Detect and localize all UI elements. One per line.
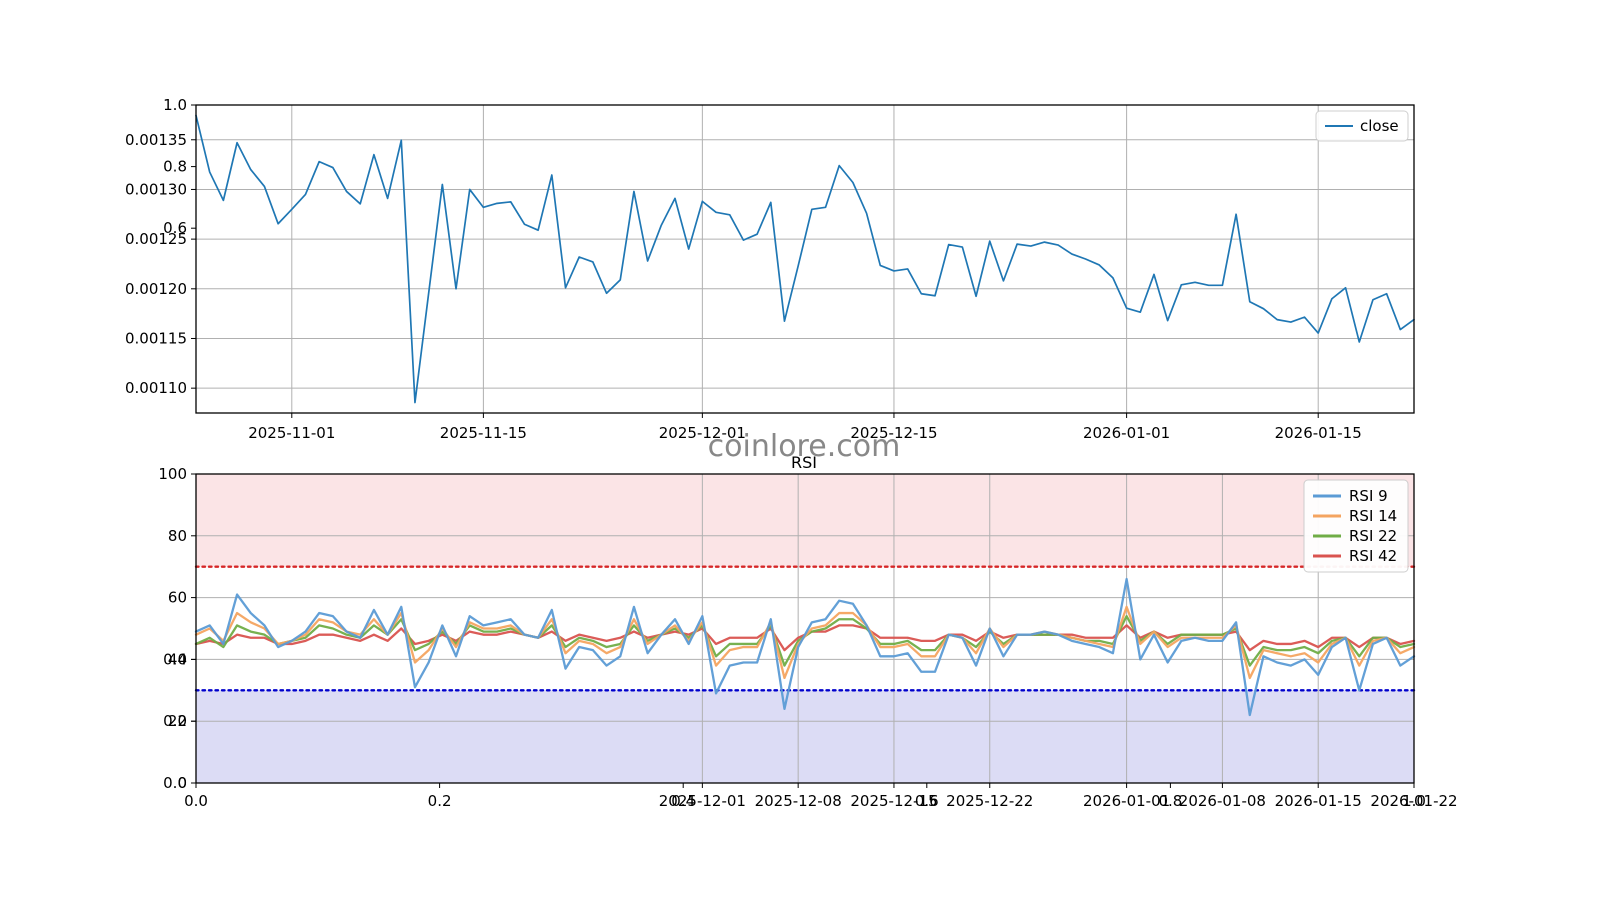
rsi-legend-label: RSI 9 (1349, 487, 1388, 505)
rsi-legend-box (1303, 479, 1409, 573)
rsi-ytick-label: 100 (158, 465, 187, 483)
rsi-panel-title: RSI (791, 453, 817, 472)
price-xtick-label: 2025-11-15 (440, 424, 527, 442)
price-series-close (195, 114, 1415, 404)
price-ytick-label-secondary: 0.6 (163, 219, 187, 237)
price-xtick-label: 2026-01-15 (1275, 424, 1362, 442)
rsi-xtick-label-secondary: 0.4 (671, 792, 695, 810)
price-ytick-label: 0.00130 (125, 180, 187, 198)
rsi-ytick-label: 20 (168, 712, 187, 730)
price-ytick-label-secondary: 0.8 (163, 158, 187, 176)
rsi-ytick-label: 80 (168, 527, 187, 545)
price-plot-bg (196, 105, 1414, 413)
price-xtick-label: 2026-01-01 (1083, 424, 1170, 442)
price-legend[interactable]: close (1315, 110, 1409, 142)
rsi-xtick-label: 2025-12-01 (659, 792, 746, 810)
rsi-overbought-band (196, 474, 1414, 567)
rsi-xtick-label: 2025-12-15 (850, 792, 937, 810)
rsi-xtick-label: 2025-12-22 (946, 792, 1033, 810)
price-ytick-label: 0.00135 (125, 131, 187, 149)
price-axes-frame (195, 104, 1415, 414)
watermark-text: coinlore.com (708, 429, 901, 464)
price-ytick-label: 0.00110 (125, 379, 187, 397)
rsi-ytick-label: 0 (177, 774, 187, 792)
rsi-xtick-label-secondary: 1.0 (1402, 792, 1426, 810)
price-legend-box (1315, 110, 1409, 142)
rsi-ytick-label-secondary: 0.2 (163, 712, 187, 730)
rsi-oversold-band (196, 690, 1414, 783)
rsi-legend-label: RSI 14 (1349, 507, 1397, 525)
rsi-xtick-label: 2026-01-01 (1083, 792, 1170, 810)
price-ytick-label: 0.00120 (125, 280, 187, 298)
rsi-axes-frame (195, 473, 1415, 784)
rsi-xtick-label: 2026-01-22 (1370, 792, 1457, 810)
price-xtick-label: 2025-12-01 (659, 424, 746, 442)
rsi-legend-label: RSI 42 (1349, 547, 1397, 565)
rsi-xtick-label-secondary: 0.6 (915, 792, 939, 810)
rsi-ytick-label: 40 (168, 650, 187, 668)
rsi-xtick-label: 2025-12-08 (755, 792, 842, 810)
rsi-ytick-label-secondary: 0.4 (163, 650, 187, 668)
price-ytick-label-secondary: 1.0 (163, 96, 187, 114)
rsi-ytick-label-secondary: 0.0 (163, 774, 187, 792)
rsi-legend-label: RSI 22 (1349, 527, 1397, 545)
rsi-xtick-label-secondary: 0.2 (428, 792, 452, 810)
price-legend-label: close (1360, 117, 1399, 135)
rsi-xtick-label: 2026-01-08 (1179, 792, 1266, 810)
rsi-ytick-label: 60 (168, 589, 187, 607)
rsi-legend[interactable]: RSI 9 RSI 14 RSI 22 RSI 42 (1303, 479, 1409, 573)
price-xtick-label: 2025-11-01 (248, 424, 335, 442)
price-panel: 0.00135 0.00130 0.00125 0.00120 0.00115 0.001… (125, 96, 1415, 442)
price-ytick-label: 0.00115 (125, 329, 187, 347)
price-ytick-label: 0.00125 (125, 230, 187, 248)
rsi-xtick-label: 2026-01-15 (1275, 792, 1362, 810)
rsi-series-rsi-9 (194, 577, 1416, 717)
rsi-xtick-label-secondary: 0.0 (184, 792, 208, 810)
price-xtick-label: 2025-12-15 (850, 424, 937, 442)
rsi-xtick-label-secondary: 0.8 (1158, 792, 1182, 810)
rsi-panel: 100 80 60 40 20 0 0.4 0.2 0.0 2025-12-01 2025-12-0… (158, 465, 1457, 810)
